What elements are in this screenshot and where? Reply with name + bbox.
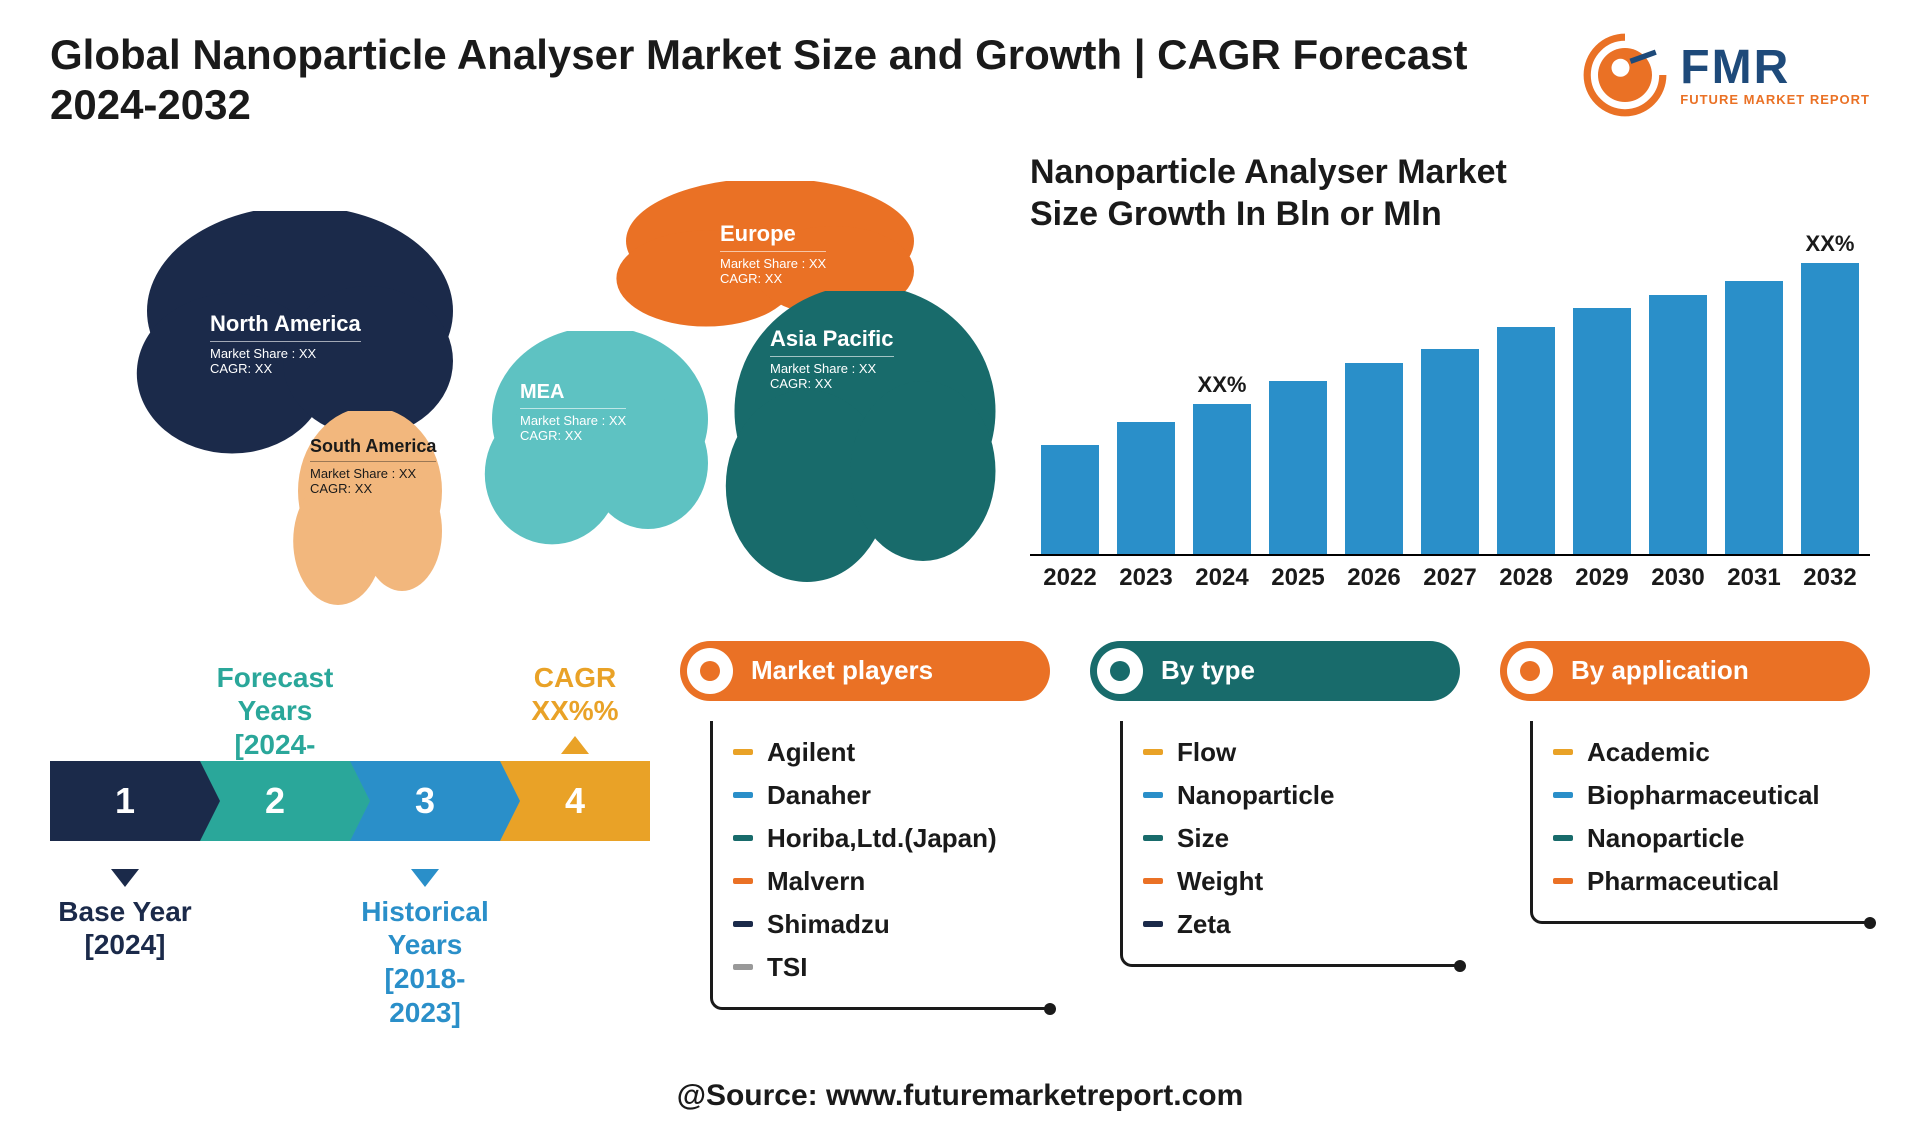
bar [1262,381,1334,554]
category-item: Biopharmaceutical [1553,774,1870,817]
x-axis-label: 2031 [1718,564,1790,592]
bar-annotation: XX% [1198,372,1247,398]
source-text: @Source: www.futuremarketreport.com [50,1079,1870,1113]
map-label: Europe Market Share : XXCAGR: XX [720,221,826,286]
category-header: By application [1500,641,1870,701]
x-axis-label: 2029 [1566,564,1638,592]
category-item: Shimadzu [733,903,1050,946]
chart-title: Nanoparticle Analyser Market Size Growth… [1030,151,1510,236]
category-item: Academic [1553,731,1870,774]
category-item: Flow [1143,731,1460,774]
bar [1642,295,1714,554]
timeline-segment: 3 [350,761,500,841]
x-axis-label: 2028 [1490,564,1562,592]
bar [1110,422,1182,554]
x-axis-label: 2032 [1794,564,1866,592]
category-column: By application Academic Biopharmaceutica… [1500,641,1870,1029]
category-item: Agilent [733,731,1050,774]
bar [1490,327,1562,554]
bar [1034,445,1106,554]
map-label: North America Market Share : XXCAGR: XX [210,311,361,376]
map-label: MEA Market Share : XXCAGR: XX [520,381,626,443]
bar [1414,349,1486,554]
timeline-label: Base Year[2024] [50,895,200,962]
fmr-logo: FMR FUTURE MARKET REPORT [1580,30,1870,120]
category-header: By type [1090,641,1460,701]
x-axis-label: 2025 [1262,564,1334,592]
timeline-segment: 1 [50,761,200,841]
bar [1338,363,1410,554]
bar-annotation: XX% [1806,231,1855,257]
timeline-label: Historical Years[2018-2023] [350,895,500,1029]
bar [1566,308,1638,553]
category-item: Horiba,Ltd.(Japan) [733,817,1050,860]
header: Global Nanoparticle Analyser Market Size… [50,30,1870,131]
map-label: South America Market Share : XXCAGR: XX [310,436,436,496]
map-label: Asia Pacific Market Share : XXCAGR: XX [770,326,894,391]
category-item: Malvern [733,860,1050,903]
bar-chart: Nanoparticle Analyser Market Size Growth… [1010,151,1870,591]
category-body: Flow Nanoparticle Size Weight Zeta [1120,721,1460,967]
x-axis-label: 2023 [1110,564,1182,592]
bar: XX% [1186,372,1258,554]
x-axis-label: 2027 [1414,564,1486,592]
category-item: Nanoparticle [1553,817,1870,860]
timeline: Forecast Years[2024-2032] CAGRXX%% 1234 … [50,631,650,1029]
categories: Market players Agilent Danaher Horiba,Lt… [680,631,1870,1029]
timeline-segment: 2 [200,761,350,841]
category-column: By type Flow Nanoparticle Size Weight Ze… [1090,641,1460,1029]
x-axis-label: 2030 [1642,564,1714,592]
timeline-segment: 4 [500,761,650,841]
category-header: Market players [680,641,1050,701]
category-body: Academic Biopharmaceutical Nanoparticle … [1530,721,1870,924]
fmr-logo-icon [1580,30,1670,120]
category-item: TSI [733,946,1050,989]
category-item: Zeta [1143,903,1460,946]
category-item: Size [1143,817,1460,860]
logo-text-sub: FUTURE MARKET REPORT [1680,92,1870,107]
bar [1718,281,1790,554]
category-column: Market players Agilent Danaher Horiba,Lt… [680,641,1050,1029]
logo-text-main: FMR [1680,44,1870,92]
category-item: Nanoparticle [1143,774,1460,817]
x-axis-label: 2022 [1034,564,1106,592]
category-item: Pharmaceutical [1553,860,1870,903]
category-item: Danaher [733,774,1050,817]
world-map: North America Market Share : XXCAGR: XX … [50,151,1010,591]
x-axis-label: 2024 [1186,564,1258,592]
page-title: Global Nanoparticle Analyser Market Size… [50,30,1550,131]
bar: XX% [1794,231,1866,554]
category-item: Weight [1143,860,1460,903]
timeline-label: CAGRXX%% [500,661,650,728]
x-axis-label: 2026 [1338,564,1410,592]
category-body: Agilent Danaher Horiba,Ltd.(Japan) Malve… [710,721,1050,1010]
